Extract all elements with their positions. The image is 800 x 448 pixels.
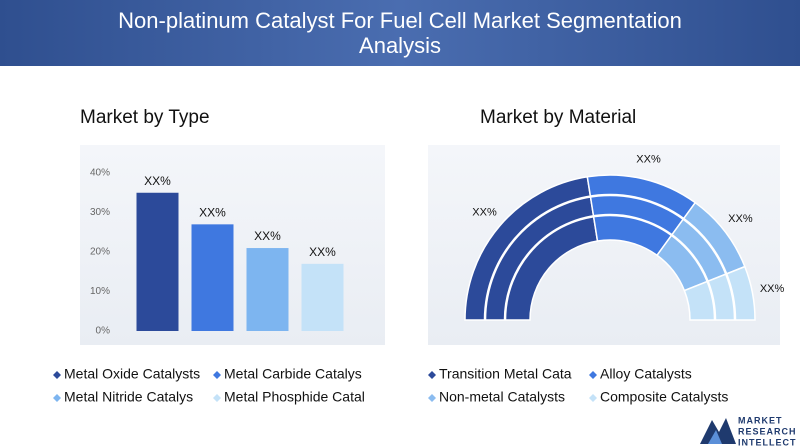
legend-label: Metal Carbide Catalys (224, 366, 362, 382)
value-label: XX% (472, 207, 497, 219)
legend-label: Transition Metal Cata (439, 366, 572, 382)
legend-label: Non-metal Catalysts (439, 389, 565, 405)
y-tick-label: 20% (90, 247, 110, 258)
ring-divider (503, 213, 717, 321)
legend-label: Composite Catalysts (600, 389, 728, 405)
legend-label: Alloy Catalysts (600, 366, 692, 382)
value-label: XX% (728, 213, 753, 225)
value-label: XX% (144, 174, 171, 188)
value-label: XX% (636, 153, 661, 165)
bar (246, 248, 289, 331)
legend-marker (213, 394, 221, 402)
legend-label: Metal Oxide Catalysts (64, 366, 200, 382)
value-label: XX% (199, 206, 226, 220)
logo-mark (700, 418, 736, 444)
logo-text: MARKET (738, 415, 783, 425)
legend-marker (428, 371, 436, 379)
logo-text: RESEARCH (738, 426, 797, 436)
value-label: XX% (254, 229, 281, 243)
page-title: Non-platinum Catalyst For Fuel Cell Mark… (118, 8, 682, 58)
legend-label: Metal Nitride Catalys (64, 389, 193, 405)
y-tick-label: 30% (90, 207, 110, 218)
legend-label: Metal Phosphide Catal (224, 389, 365, 405)
legend-marker (589, 371, 597, 379)
chart-title: Market by Type (80, 107, 210, 128)
pie-segment (464, 175, 599, 321)
legend-marker (53, 371, 61, 379)
logo (700, 418, 736, 444)
pie-segment (683, 265, 756, 321)
legend-marker (428, 394, 436, 402)
value-label: XX% (309, 245, 336, 259)
bar (191, 224, 234, 331)
legend-marker (213, 371, 221, 379)
value-label: XX% (760, 283, 785, 295)
header: Non-platinum Catalyst For Fuel Cell Mark… (0, 0, 800, 66)
legend-marker (589, 394, 597, 402)
bar (136, 192, 179, 331)
bar (301, 263, 344, 331)
logo-text: INTELLECT (738, 437, 797, 447)
chart-title: Market by Material (480, 107, 636, 128)
legend-marker (53, 394, 61, 402)
y-tick-label: 40% (90, 168, 110, 179)
ring-divider (483, 193, 737, 321)
logo-mark (708, 430, 722, 444)
y-tick-label: 10% (90, 286, 110, 297)
y-tick-label: 0% (96, 326, 111, 337)
